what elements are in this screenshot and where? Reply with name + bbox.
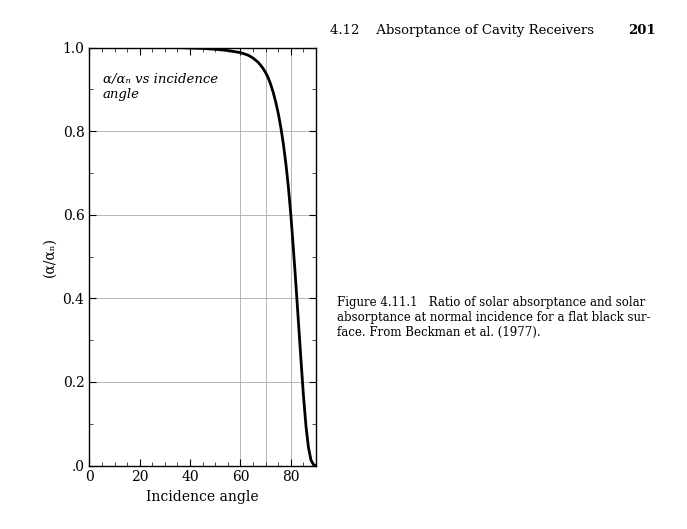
- Text: 201: 201: [629, 24, 656, 37]
- Text: Figure 4.11.1   Ratio of solar absorptance and solar
absorptance at normal incid: Figure 4.11.1 Ratio of solar absorptance…: [337, 296, 651, 339]
- Y-axis label: (α/αₙ): (α/αₙ): [43, 236, 57, 277]
- Text: 4.12    Absorptance of Cavity Receivers: 4.12 Absorptance of Cavity Receivers: [330, 24, 594, 37]
- X-axis label: Incidence angle: Incidence angle: [146, 490, 259, 504]
- Text: α/αₙ vs incidence
angle: α/αₙ vs incidence angle: [103, 72, 218, 101]
